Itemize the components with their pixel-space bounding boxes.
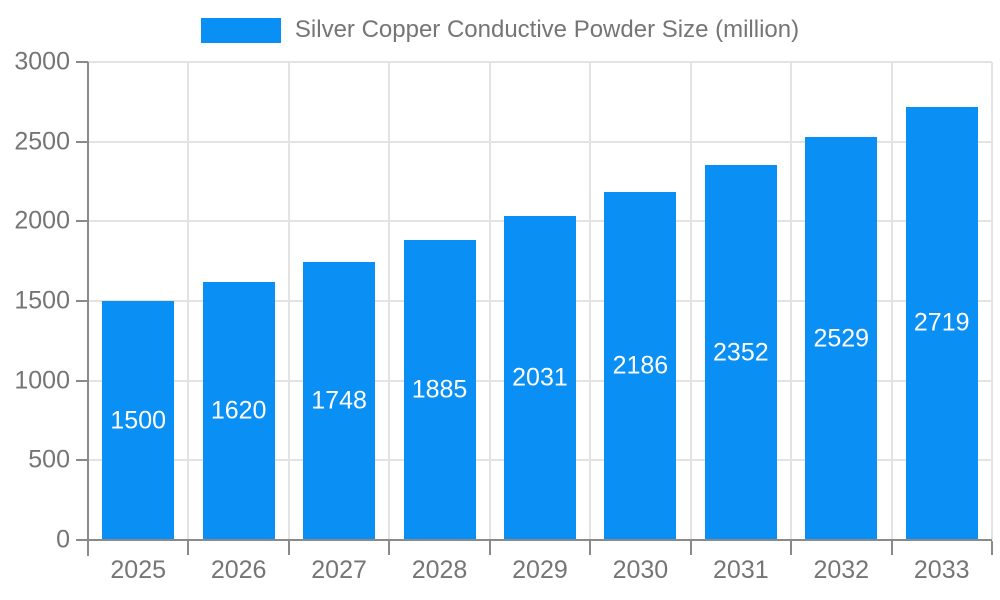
y-tick-0 xyxy=(76,539,88,541)
y-tick-2000 xyxy=(76,220,88,223)
bar-cell-2029: 2031 xyxy=(490,62,590,540)
bar-value-label-2027: 1748 xyxy=(311,386,367,415)
x-axis-label-2033: 2033 xyxy=(913,556,970,584)
gridline-x-3 xyxy=(388,62,391,540)
x-axis-label-2028: 2028 xyxy=(411,556,468,584)
bar-cell-2033: 2719 xyxy=(892,62,992,540)
bar-2027[interactable]: 1748 xyxy=(303,261,376,540)
x-tick-2 xyxy=(287,541,290,555)
x-axis-label-2030: 2030 xyxy=(612,556,669,584)
y-tick-3000 xyxy=(76,61,88,63)
x-axis-label-2029: 2029 xyxy=(512,556,568,584)
y-axis-label-3000: 3000 xyxy=(14,47,70,76)
x-tick-0 xyxy=(87,541,89,555)
x-axis-label-2026: 2026 xyxy=(210,556,267,584)
gridline-x-8 xyxy=(890,62,893,540)
y-tick-1500 xyxy=(76,300,88,302)
bar-2026[interactable]: 1620 xyxy=(202,281,275,540)
bar-value-label-2028: 1885 xyxy=(411,375,468,404)
gridline-x-9 xyxy=(991,62,993,540)
bar-2031[interactable]: 2352 xyxy=(704,165,777,540)
bar-cell-2030: 2186 xyxy=(590,62,690,540)
bar-value-label-2030: 2186 xyxy=(612,351,669,380)
y-tick-500 xyxy=(76,459,88,462)
bar-value-label-2025: 1500 xyxy=(110,406,167,434)
bar-cell-2027: 1748 xyxy=(289,62,389,540)
legend: Silver Copper Conductive Powder Size (mi… xyxy=(0,10,1000,50)
y-tick-1000 xyxy=(76,379,88,382)
gridline-x-7 xyxy=(790,62,793,540)
x-tick-5 xyxy=(589,541,592,555)
gridline-x-6 xyxy=(689,62,692,540)
x-axis-label-2025: 2025 xyxy=(110,556,167,584)
y-axis-label-2500: 2500 xyxy=(14,127,70,156)
gridline-x-1 xyxy=(187,62,190,540)
bar-cell-2025: 1500 xyxy=(88,62,188,540)
y-tick-2500 xyxy=(76,140,88,143)
bar-2032[interactable]: 2529 xyxy=(805,137,878,540)
gridline-x-2 xyxy=(287,62,290,540)
bar-cell-2026: 1620 xyxy=(188,62,288,540)
x-tick-9 xyxy=(991,541,993,555)
x-axis-line xyxy=(88,539,992,541)
bar-cell-2032: 2529 xyxy=(791,62,891,540)
x-axis-labels: 2025 2026 2027 2028 2029 2030 2031 2032 2033 xyxy=(88,556,992,585)
x-tick-8 xyxy=(890,541,893,555)
bar-2028[interactable]: 1885 xyxy=(403,239,476,540)
bar-2029[interactable]: 2031 xyxy=(503,216,576,540)
bar-value-label-2026: 1620 xyxy=(210,396,267,425)
bar-cell-2031: 2352 xyxy=(691,62,791,540)
gridline-y-2500 xyxy=(88,140,992,143)
bar-cell-2028: 1885 xyxy=(389,62,489,540)
bar-series: 1500 1620 1748 1885 2031 2186 2352 2529 2719 xyxy=(88,62,992,540)
gridline-x-5 xyxy=(589,62,592,540)
x-tick-3 xyxy=(388,541,391,555)
x-axis-label-2027: 2027 xyxy=(311,556,367,584)
legend-label[interactable]: Silver Copper Conductive Powder Size (mi… xyxy=(294,16,800,43)
plot-area: 1500 1620 1748 1885 2031 2186 2352 2529 2719 xyxy=(88,61,993,540)
x-tick-1 xyxy=(187,541,190,555)
bar-value-label-2031: 2352 xyxy=(713,338,769,367)
x-axis-label-2032: 2032 xyxy=(813,556,870,584)
y-axis-line xyxy=(87,62,89,556)
x-axis-label-2031: 2031 xyxy=(713,556,769,584)
y-axis-label-2000: 2000 xyxy=(14,206,70,235)
x-tick-4 xyxy=(488,541,491,555)
y-axis-label-500: 500 xyxy=(28,445,70,474)
y-axis-label-0: 0 xyxy=(56,525,70,554)
legend-swatch[interactable] xyxy=(200,17,281,43)
y-axis-label-1000: 1000 xyxy=(14,366,70,395)
bar-value-label-2033: 2719 xyxy=(913,308,970,337)
bar-value-label-2029: 2031 xyxy=(512,363,568,392)
gridline-x-4 xyxy=(488,62,491,540)
bar-value-label-2032: 2529 xyxy=(813,324,870,353)
bar-2025[interactable]: 1500 xyxy=(102,301,175,540)
gridline-y-3000 xyxy=(88,61,992,63)
y-axis-label-1500: 1500 xyxy=(14,286,70,315)
x-tick-6 xyxy=(689,541,692,555)
x-tick-7 xyxy=(790,541,793,555)
bar-2030[interactable]: 2186 xyxy=(604,191,677,540)
bar-2033[interactable]: 2719 xyxy=(905,106,978,540)
